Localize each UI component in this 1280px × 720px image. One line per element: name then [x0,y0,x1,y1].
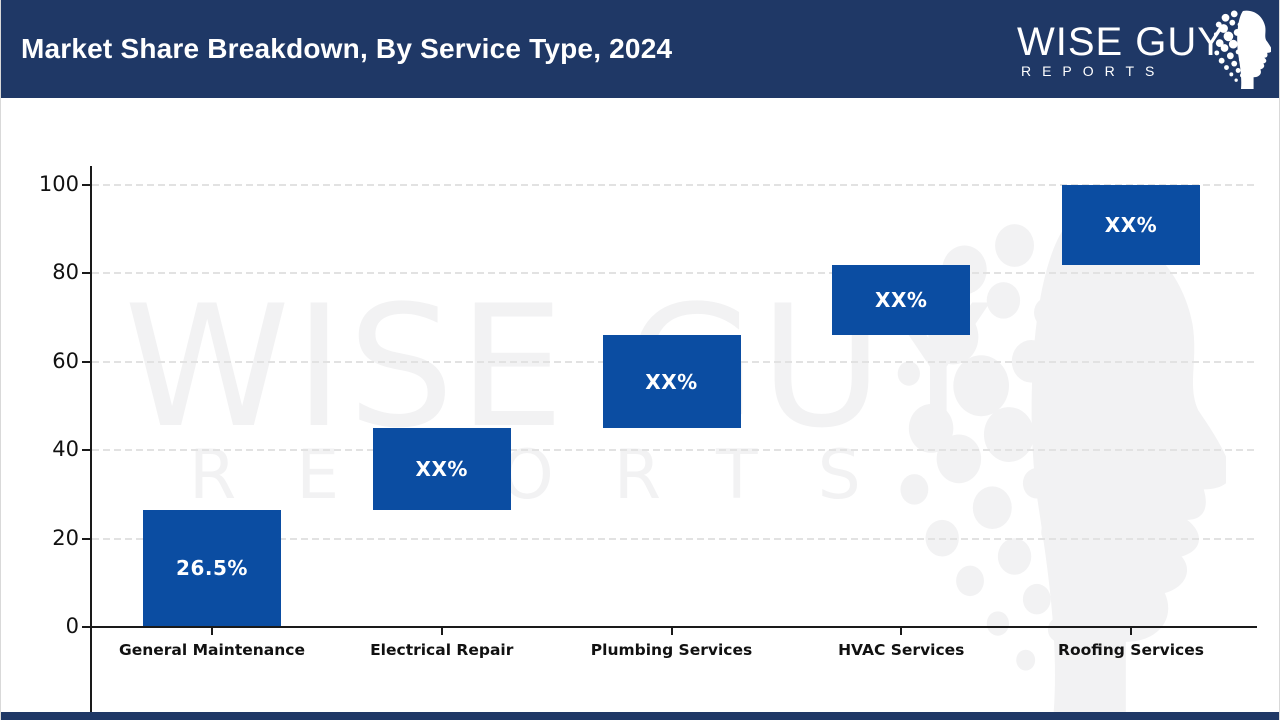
footer-bar [1,712,1279,720]
x-tick-mark [440,628,443,635]
bar-segment: XX% [372,428,511,510]
watermark-brand-subtext: REPORTS [189,436,921,515]
brand-logo: WISE GUY REPORTS [1017,9,1280,89]
x-tick-label: Roofing Services [1058,641,1204,659]
header: Market Share Breakdown, By Service Type,… [1,0,1280,98]
bar-value-label: XX% [875,287,928,312]
y-tick-label: 80 [52,260,79,285]
brand-name: WISE GUY [1016,20,1225,64]
y-gridline [92,449,1257,452]
y-gridline [92,272,1257,275]
waterfall-chart: 0 20 40 60 80 100 26.5% General Maintenance XX% E… [1,98,1279,720]
brand-head-logo-icon [1211,9,1271,89]
y-tick-label: 100 [38,172,79,196]
x-tick-label: Plumbing Services [590,641,753,659]
x-axis-line [90,626,1257,628]
page-title: Market Share Breakdown, By Service Type,… [21,33,673,64]
bar-segment: XX% [1062,185,1200,265]
y-tick-label: 20 [52,525,79,550]
x-tick-mark [211,628,213,635]
y-gridline [92,537,1257,540]
x-tick-label: Electrical Repair [370,641,514,659]
x-tick-mark [1130,628,1132,635]
x-tick-label: HVAC Services [838,641,965,659]
bar-value-label: XX% [1104,212,1158,237]
y-tick-label: 60 [52,348,79,373]
bar-segment: XX% [602,335,741,429]
brand-text: WISE GUY REPORTS [1017,22,1225,78]
y-tick-mark [82,360,90,363]
y-tick-mark [82,449,90,452]
bar-value-label: XX% [415,456,468,481]
y-tick-mark [82,626,90,628]
y-tick-label: 0 [65,614,79,638]
bar-segment: XX% [832,264,971,336]
y-gridline [92,184,1257,186]
y-tick-label: 40 [52,437,79,462]
y-tick-mark [82,184,90,186]
y-tick-mark [82,272,90,275]
y-tick-mark [82,537,90,540]
brand-subname: REPORTS [1020,63,1166,79]
y-axis-line [90,166,92,720]
x-tick-label: General Maintenance [119,641,305,659]
bar-value-label: XX% [645,369,698,394]
x-tick-mark [670,628,673,635]
bar-segment: 26.5% [143,509,281,627]
x-tick-mark [900,628,903,635]
bar-value-label: 26.5% [176,556,248,581]
